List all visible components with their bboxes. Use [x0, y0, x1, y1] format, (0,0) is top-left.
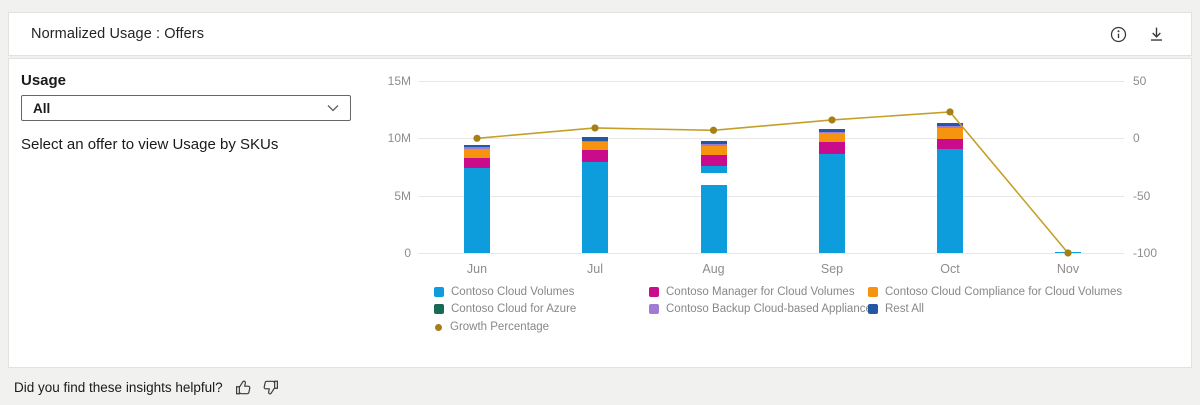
growth-point [709, 126, 718, 134]
bar-segment-volumes[interactable] [464, 167, 490, 253]
left-axis-tick: 15M [387, 73, 411, 88]
legend-item-backup[interactable]: Contoso Backup Cloud-based Appliance [649, 303, 872, 315]
legend-swatch-manager [649, 287, 659, 297]
gridline [418, 195, 1124, 197]
gridline [418, 80, 1124, 82]
legend-label: Contoso Cloud for Azure [451, 303, 577, 315]
legend-swatch-backup [649, 304, 659, 314]
legend-label: Contoso Backup Cloud-based Appliance [666, 303, 872, 315]
x-axis-label: Jun [466, 262, 488, 276]
select-offer-hint: Select an offer to view Usage by SKUs [21, 136, 279, 153]
usage-dropdown[interactable]: All [21, 95, 351, 121]
legend-swatch-azure [434, 304, 444, 314]
usage-dropdown-value: All [33, 100, 51, 116]
bar-segment-backup[interactable] [700, 144, 727, 146]
thumbs-down-icon[interactable] [262, 378, 280, 396]
legend-item-compliance[interactable]: Contoso Cloud Compliance for Cloud Volum… [868, 286, 1122, 298]
legend-item-growth[interactable]: Growth Percentage [434, 321, 549, 333]
bar-segment-volumes[interactable] [700, 185, 727, 253]
download-icon[interactable] [1147, 25, 1165, 43]
legend-label: Growth Percentage [450, 321, 550, 333]
bar-segment-manager[interactable] [819, 141, 845, 154]
right-axis-tick: 50 [1133, 73, 1147, 88]
bar-segment-compliance[interactable] [819, 132, 845, 142]
bar-segment-backup[interactable] [937, 126, 963, 128]
bar-segment-backup[interactable] [819, 131, 845, 134]
bar-segment-manager[interactable] [582, 150, 608, 162]
bar-segment-volumes[interactable] [1055, 251, 1081, 254]
bar-segment-volumes[interactable] [937, 148, 963, 253]
feedback-bar: Did you find these insights helpful? [14, 378, 280, 396]
right-axis-tick: 0 [1133, 131, 1140, 146]
legend-label: Contoso Cloud Compliance for Cloud Volum… [885, 286, 1123, 298]
bar-segment-rest[interactable] [700, 140, 727, 145]
bar-segment-compliance[interactable] [937, 126, 963, 139]
chevron-down-icon [327, 104, 339, 112]
right-axis-tick: -50 [1133, 188, 1151, 203]
growth-point [828, 116, 836, 124]
legend-item-rest[interactable]: Rest All [868, 303, 924, 315]
widget-title: Normalized Usage : Offers [31, 26, 205, 42]
bar-segment-rest[interactable] [819, 129, 845, 132]
gridline [418, 253, 1124, 254]
legend-swatch-compliance [868, 287, 878, 297]
bar-segment-volumes[interactable] [819, 153, 845, 253]
x-axis-label: Jul [587, 262, 603, 276]
widget-body: Usage All Select an offer to view Usage … [8, 58, 1192, 368]
widget-header: Normalized Usage : Offers [8, 12, 1192, 56]
header-icons [1109, 25, 1165, 43]
x-axis-label: Oct [940, 262, 960, 276]
legend-item-volumes[interactable]: Contoso Cloud Volumes [434, 286, 574, 298]
bar-segment-manager[interactable] [700, 154, 727, 166]
bar-segment-manager[interactable] [464, 157, 490, 168]
thumbs-up-icon[interactable] [235, 378, 253, 396]
legend-item-manager[interactable]: Contoso Manager for Cloud Volumes [649, 286, 855, 298]
growth-point [946, 108, 954, 116]
legend-swatch-growth [435, 323, 442, 331]
x-axis-label: Nov [1056, 262, 1080, 276]
usage-filter-label: Usage [21, 72, 67, 89]
legend-swatch-rest [868, 304, 878, 314]
legend-label: Contoso Cloud Volumes [451, 286, 575, 298]
right-axis-tick: -100 [1133, 246, 1158, 260]
legend-item-azure[interactable]: Contoso Cloud for Azure [434, 303, 576, 315]
bar-segment-rest[interactable] [464, 144, 490, 148]
bar-segment-compliance[interactable] [700, 144, 727, 155]
bar-segment-volumes[interactable] [700, 165, 727, 173]
bar-segment-compliance[interactable] [464, 147, 490, 158]
bar-segment-volumes[interactable] [582, 161, 608, 253]
legend-swatch-volumes [434, 287, 444, 297]
left-axis-tick: 5M [394, 188, 411, 203]
bar-segment-backup[interactable] [464, 147, 490, 149]
growth-point [591, 124, 599, 132]
bar-segment-rest[interactable] [582, 136, 608, 141]
gridline [418, 138, 1124, 140]
x-axis-label: Aug [702, 262, 725, 276]
bar-segment-compliance[interactable] [582, 141, 608, 151]
usage-chart: 0 -100 5M -50 10M 0 15M 50 Jun Jul Aug Sep Oct Nov Con… [9, 59, 1193, 369]
info-icon[interactable] [1109, 25, 1127, 43]
bar-segment-rest[interactable] [937, 122, 963, 127]
legend-label: Contoso Manager for Cloud Volumes [666, 286, 855, 298]
bar-segment-backup[interactable] [582, 140, 608, 142]
feedback-question: Did you find these insights helpful? [14, 379, 223, 395]
left-axis-tick: 10M [387, 131, 411, 146]
bar-segment-manager[interactable] [937, 138, 963, 149]
left-axis-tick: 0 [404, 246, 411, 260]
x-axis-label: Sep [820, 262, 844, 276]
legend-label: Rest All [885, 303, 924, 315]
